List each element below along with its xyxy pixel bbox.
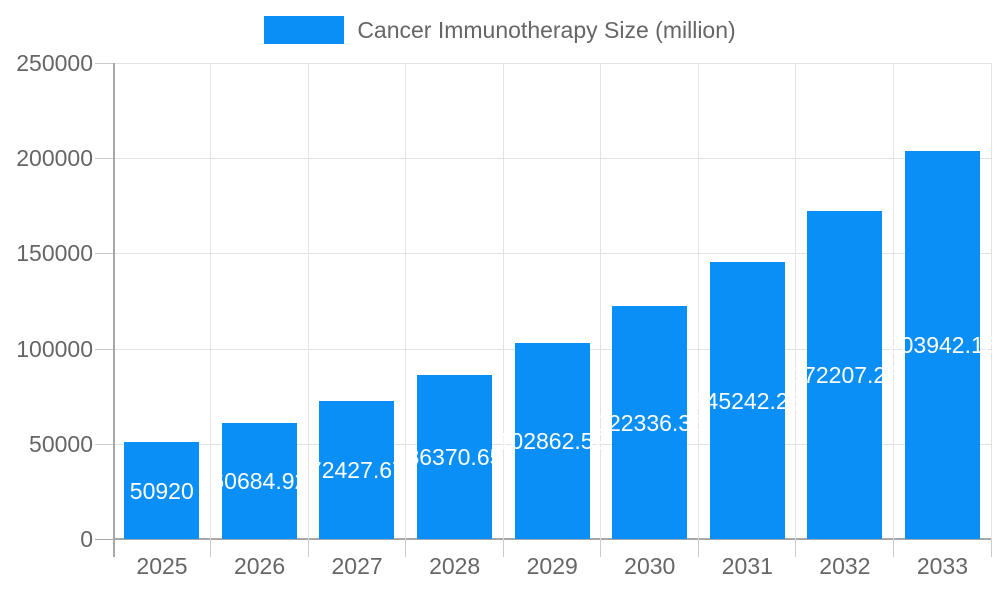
bar-2033[interactable] bbox=[904, 151, 980, 539]
y-axis-tick bbox=[95, 348, 113, 350]
x-axis-tick bbox=[697, 539, 699, 557]
x-axis-tick bbox=[307, 539, 309, 557]
x-axis-tick bbox=[210, 539, 212, 557]
x-axis-label: 2030 bbox=[624, 553, 676, 579]
gridline-h bbox=[113, 253, 991, 255]
bar-2028[interactable] bbox=[416, 375, 492, 539]
y-axis-label: 250000 bbox=[16, 50, 93, 76]
x-axis-label: 2033 bbox=[916, 553, 969, 579]
bar-2025[interactable] bbox=[124, 442, 200, 539]
gridline-h bbox=[113, 158, 991, 160]
legend-swatch[interactable] bbox=[264, 16, 345, 44]
chart-canvas: 250000 200000 150000 100000 50000 0 2025 50920 2… bbox=[16, 50, 996, 579]
x-axis-label: 2029 bbox=[526, 553, 578, 579]
bar-2027[interactable] bbox=[319, 401, 395, 539]
x-axis-tick bbox=[795, 539, 797, 557]
gridline-v bbox=[990, 63, 992, 539]
x-axis-tick bbox=[502, 539, 504, 557]
gridline-v bbox=[600, 63, 602, 539]
legend: Cancer Immunotherapy Size (million) bbox=[0, 16, 1000, 44]
y-axis-tick bbox=[95, 253, 113, 255]
x-axis-tick bbox=[405, 539, 407, 557]
y-axis-label: 200000 bbox=[16, 145, 93, 172]
y-axis-tick bbox=[95, 443, 113, 445]
x-axis-label: 2025 bbox=[136, 553, 188, 579]
x-axis-label: 2031 bbox=[721, 553, 773, 579]
y-axis-tick bbox=[95, 63, 113, 64]
y-axis-label: 50000 bbox=[29, 430, 93, 457]
bar-2030[interactable] bbox=[612, 306, 688, 539]
x-axis-label: 2027 bbox=[331, 553, 383, 579]
y-axis-tick bbox=[95, 539, 113, 540]
gridline-v bbox=[210, 63, 212, 539]
y-axis-line bbox=[113, 63, 115, 539]
gridline-v bbox=[795, 63, 797, 539]
x-axis-label: 2028 bbox=[429, 553, 481, 579]
y-axis-tick bbox=[95, 158, 113, 160]
gridline-v bbox=[405, 63, 407, 539]
y-axis-label: 0 bbox=[80, 526, 93, 552]
x-axis-tick bbox=[113, 539, 115, 557]
y-axis-label: 100000 bbox=[16, 335, 93, 362]
x-axis-label: 2026 bbox=[233, 553, 286, 579]
bar-2029[interactable] bbox=[514, 343, 590, 539]
x-axis-tick bbox=[990, 539, 992, 557]
gridline-v bbox=[892, 63, 894, 539]
x-axis-label: 2032 bbox=[819, 553, 871, 579]
x-axis-line bbox=[113, 538, 991, 540]
x-axis-tick bbox=[600, 539, 602, 557]
legend-label[interactable]: Cancer Immunotherapy Size (million) bbox=[357, 17, 736, 43]
y-axis-label: 150000 bbox=[16, 240, 93, 267]
gridline-h bbox=[113, 63, 991, 64]
gridline-v bbox=[697, 63, 699, 539]
x-axis-tick bbox=[892, 539, 894, 557]
gridline-v bbox=[502, 63, 504, 539]
gridline-v bbox=[307, 63, 309, 539]
bar-2026[interactable] bbox=[221, 423, 297, 539]
bar-2032[interactable] bbox=[807, 211, 883, 539]
bar-2031[interactable] bbox=[709, 262, 785, 539]
